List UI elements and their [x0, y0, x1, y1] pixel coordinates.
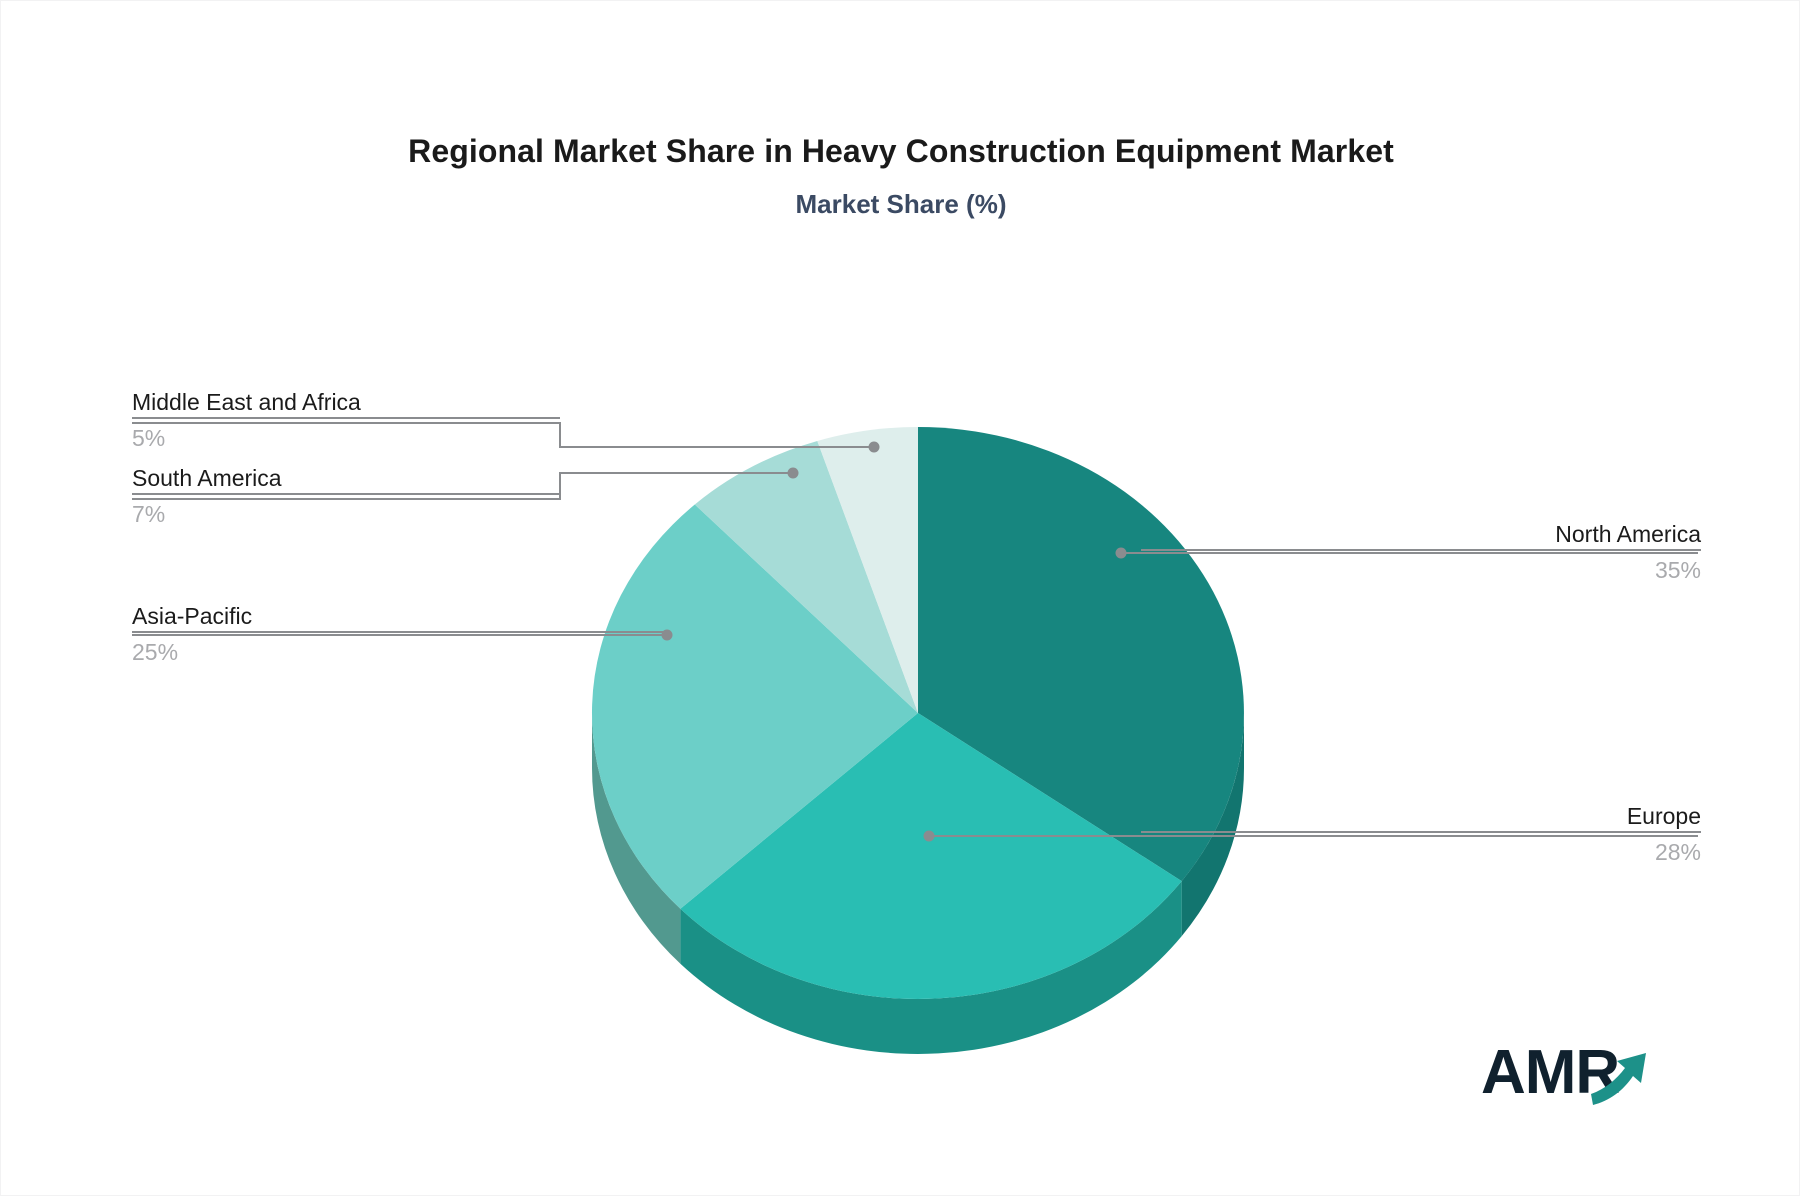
callout-label-middle-east-africa: Middle East and Africa: [132, 389, 361, 415]
callout-value-middle-east-africa: 5%: [132, 425, 166, 451]
callout-label-asia-pacific: Asia-Pacific: [132, 603, 253, 629]
callout-label-north-america: North America: [1555, 521, 1701, 547]
pie-wall-north-america: [1181, 713, 1244, 937]
leader-dot-north-america: [1115, 547, 1127, 559]
callout-europe: Europe 28%: [1141, 801, 1701, 867]
leader-dot-south-america: [787, 467, 799, 479]
chart-subtitle: Market Share (%): [795, 189, 1007, 219]
pie-slice-europe[interactable]: [680, 713, 1182, 999]
callout-asia-pacific: Asia-Pacific 25%: [132, 601, 667, 667]
callout-south-america: South America 7%: [132, 463, 560, 529]
pie-wall-europe: [680, 881, 1182, 1054]
pie-top-face: [591, 427, 1244, 999]
callout-value-asia-pacific: 25%: [132, 639, 179, 665]
callout-rule-europe: [1141, 831, 1701, 833]
amr-arrow-icon: [1591, 1053, 1646, 1105]
leader-dot-europe: [923, 830, 935, 842]
pie-slice-south-america[interactable]: [694, 441, 918, 713]
leader-dot-middle-east-africa: [868, 441, 880, 453]
callout-value-south-america: 7%: [132, 501, 166, 527]
pie-slice-middle-east-africa[interactable]: [817, 427, 918, 713]
chart-title: Regional Market Share in Heavy Construct…: [408, 133, 1394, 169]
leader-lines: [132, 422, 1698, 842]
callout-label-south-america: South America: [132, 465, 282, 491]
callout-north-america: North America 35%: [1141, 519, 1701, 585]
leader-line-south-america: [132, 472, 793, 500]
callout-rule-middle-east-africa: [132, 417, 560, 419]
callout-value-north-america: 35%: [1654, 557, 1701, 583]
callout-rule-asia-pacific: [132, 631, 667, 633]
amr-logo: AMR: [1481, 1031, 1671, 1121]
callout-middle-east-africa: Middle East and Africa 5%: [132, 387, 560, 453]
callout-value-europe: 28%: [1654, 839, 1701, 865]
pie-slice-north-america[interactable]: [918, 427, 1244, 882]
pie-wall-asia-pacific: [592, 713, 681, 964]
pie-depth-walls: [592, 713, 1244, 1054]
pie-slice-asia-pacific[interactable]: [591, 504, 918, 909]
callout-label-europe: Europe: [1626, 803, 1701, 829]
callout-rule-south-america: [132, 493, 560, 495]
callout-rule-north-america: [1141, 549, 1701, 551]
leader-line-middle-east-africa: [132, 422, 874, 448]
